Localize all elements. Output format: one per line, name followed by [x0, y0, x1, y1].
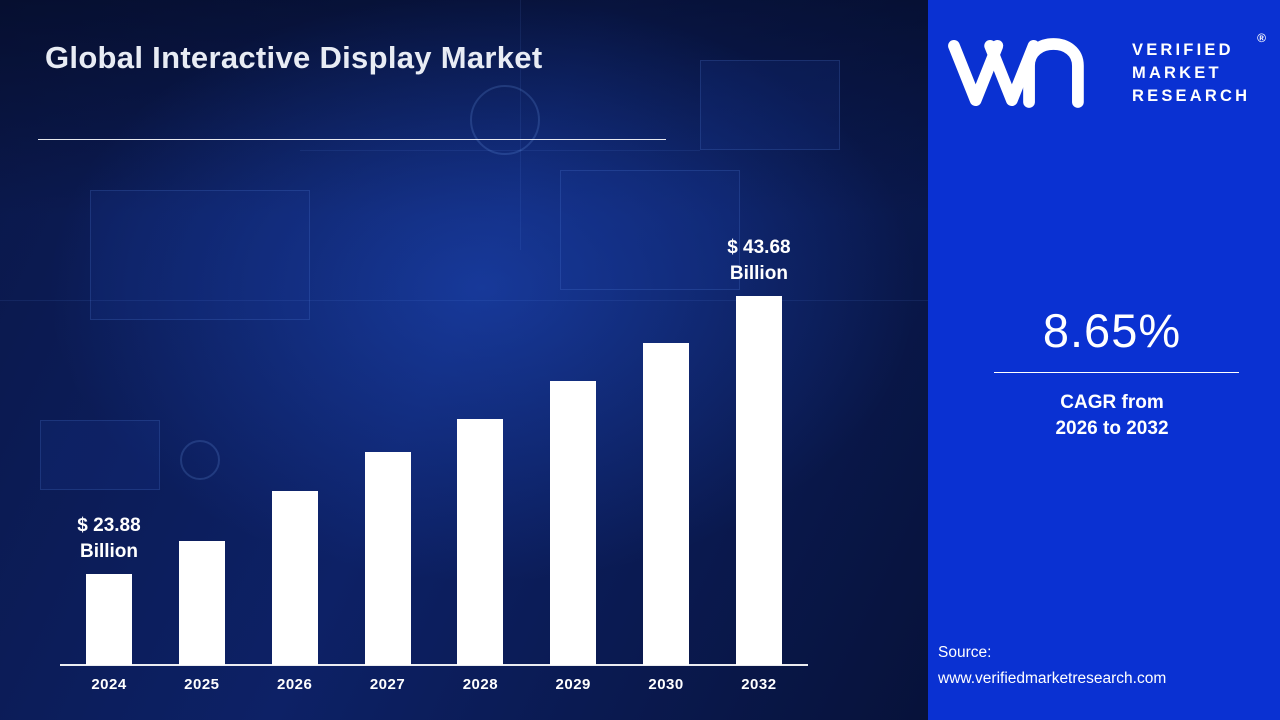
circuit-decoration	[560, 170, 740, 290]
logo-wordmark: VERIFIED MARKET RESEARCH	[1132, 39, 1250, 108]
x-axis-tick-label: 2028	[462, 676, 499, 693]
x-axis-tick-label: 2024	[91, 676, 127, 693]
x-axis-tick-label: 2026	[277, 676, 313, 693]
x-axis-line	[60, 664, 808, 666]
circuit-decoration	[520, 0, 521, 250]
source-block: Source: www.verifiedmarketresearch.com	[938, 640, 1166, 692]
bar	[550, 381, 597, 665]
logo-word: RESEARCH	[1132, 87, 1251, 105]
page-title: Global Interactive Display Market	[45, 40, 543, 75]
bar-column	[457, 419, 504, 665]
circuit-decoration	[40, 420, 160, 490]
circuit-decoration	[700, 60, 840, 150]
vmr-logo: VERIFIED MARKET RESEARCH ®	[944, 30, 1266, 118]
bar-column	[550, 381, 597, 665]
vmr-logo-icon	[948, 38, 1084, 108]
bar	[86, 574, 132, 665]
circuit-decoration	[90, 190, 310, 320]
bar-chart: $ 23.88 Billion $ 43.68 Billion 2024 2025 202…	[60, 226, 808, 693]
bar-column	[364, 452, 411, 665]
bar	[457, 419, 504, 665]
cagr-value: 8.65%	[1042, 304, 1182, 357]
bar	[643, 343, 690, 665]
chart-section-background: Global Interactive Display Market $ 23.8…	[0, 0, 928, 720]
bar-column	[643, 343, 690, 665]
source-label: Source:	[938, 644, 992, 661]
bar-column: $ 23.88 Billion	[77, 513, 141, 665]
bar	[178, 541, 225, 665]
x-axis-tick-label: 2032	[741, 676, 777, 693]
x-axis-tick-label: 2027	[369, 676, 406, 693]
x-axis-tick-label: 2030	[648, 676, 684, 693]
circuit-decoration	[300, 150, 700, 151]
bar-value-label: $ 23.88 Billion	[77, 515, 141, 562]
bar	[364, 452, 411, 665]
registered-trademark-symbol: ®	[1257, 31, 1266, 45]
bar-column	[271, 491, 318, 665]
bar-column	[178, 541, 225, 665]
cagr-caption-line: CAGR from	[1060, 392, 1164, 413]
bar-column: $ 43.68 Billion	[727, 235, 791, 665]
bar	[271, 491, 318, 665]
bar-series: $ 23.88 Billion $ 43.68 Billion	[77, 226, 791, 665]
source-url: www.verifiedmarketresearch.com	[938, 670, 1167, 687]
stats-panel: VERIFIED MARKET RESEARCH ® 8.65% CAGR fr…	[928, 0, 1280, 720]
cagr-caption-line: 2026 to 2032	[1055, 418, 1169, 439]
logo-word: VERIFIED	[1132, 41, 1234, 59]
circuit-decoration	[0, 300, 928, 301]
circuit-decoration	[180, 440, 220, 480]
title-underline	[38, 139, 666, 140]
bar-value-label: $ 43.68 Billion	[727, 237, 791, 284]
cagr-caption: CAGR from 2026 to 2032	[928, 390, 1280, 442]
circuit-decoration	[470, 85, 540, 155]
x-axis-tick-labels: 2024 2025 2026 2027 2028 2029 2030 2032	[86, 676, 782, 693]
bar	[735, 296, 782, 665]
logo-word: MARKET	[1132, 64, 1222, 82]
cagr-divider	[994, 372, 1239, 373]
x-axis-tick-label: 2025	[184, 676, 220, 693]
x-axis-tick-label: 2029	[555, 676, 591, 693]
